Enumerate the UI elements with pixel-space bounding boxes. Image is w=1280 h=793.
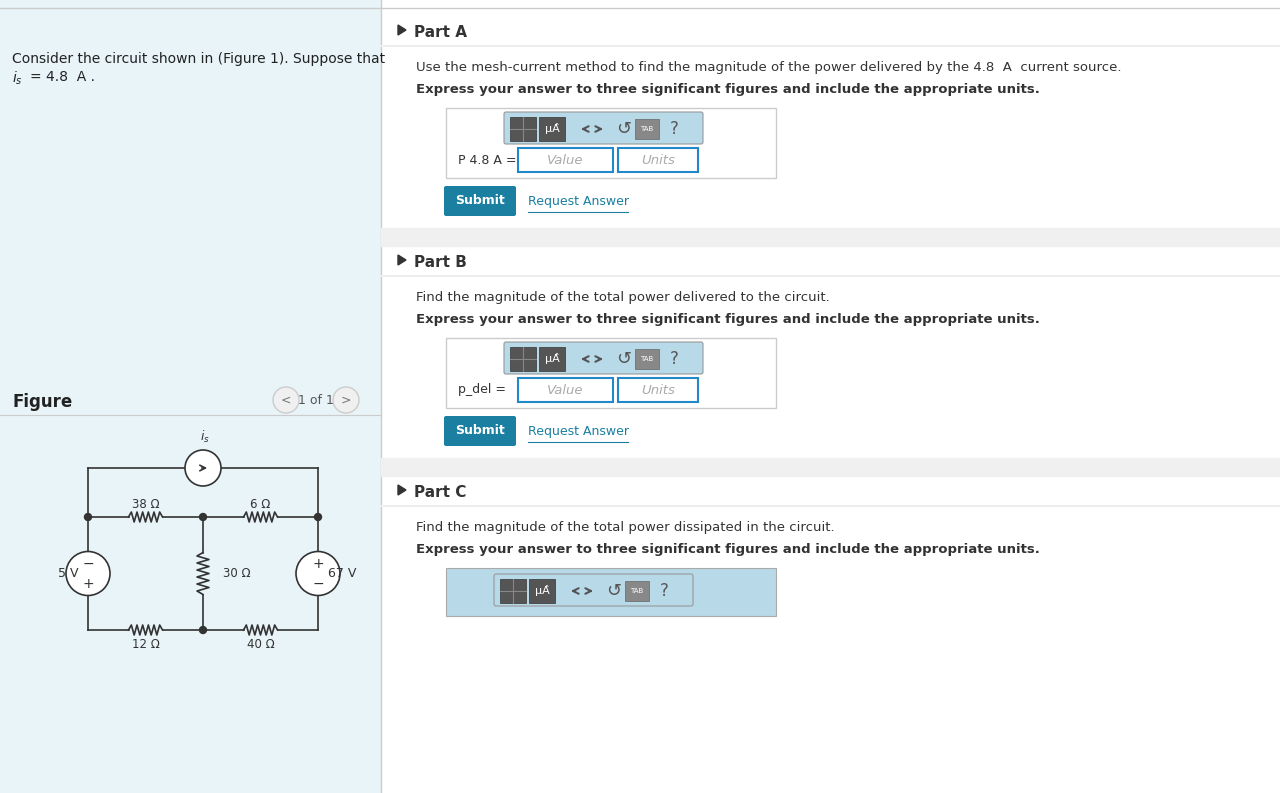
FancyBboxPatch shape [635,349,659,369]
FancyBboxPatch shape [500,579,526,603]
Text: Part C: Part C [413,485,466,500]
Text: $i_s$: $i_s$ [12,70,23,87]
Text: Submit: Submit [456,194,504,208]
Circle shape [67,551,110,596]
Text: 67 V: 67 V [328,567,356,580]
Text: $i_s$: $i_s$ [200,429,210,445]
Text: TAB: TAB [640,126,654,132]
FancyBboxPatch shape [635,119,659,139]
Text: 40 Ω: 40 Ω [247,638,274,652]
Text: +: + [82,577,93,591]
FancyBboxPatch shape [444,416,516,446]
FancyBboxPatch shape [618,148,698,172]
FancyBboxPatch shape [529,579,556,603]
FancyBboxPatch shape [618,378,698,402]
Text: Part B: Part B [413,255,467,270]
Text: ↺: ↺ [607,582,622,600]
Polygon shape [398,25,406,35]
Text: = 4.8  A .: = 4.8 A . [29,70,95,84]
Circle shape [315,514,321,520]
Text: μÂ: μÂ [544,124,559,135]
Text: 1 of 1: 1 of 1 [298,393,334,407]
Text: Express your answer to three significant figures and include the appropriate uni: Express your answer to three significant… [416,543,1039,556]
Text: TAB: TAB [640,356,654,362]
Text: 38 Ω: 38 Ω [132,497,159,511]
Text: Express your answer to three significant figures and include the appropriate uni: Express your answer to three significant… [416,313,1039,326]
Text: ?: ? [659,582,668,600]
Polygon shape [398,485,406,495]
Text: Value: Value [547,384,584,396]
Text: Units: Units [641,384,675,396]
Text: 6 Ω: 6 Ω [251,497,270,511]
FancyBboxPatch shape [504,112,703,144]
Circle shape [200,626,206,634]
Text: +: + [312,557,324,570]
Polygon shape [381,458,1280,476]
Polygon shape [398,255,406,265]
FancyBboxPatch shape [445,568,776,616]
Circle shape [273,387,300,413]
FancyBboxPatch shape [509,117,536,141]
FancyBboxPatch shape [509,347,536,371]
FancyBboxPatch shape [518,378,613,402]
Text: ↺: ↺ [617,120,631,138]
FancyBboxPatch shape [445,338,776,408]
Text: Use the mesh-current method to find the magnitude of the power delivered by the : Use the mesh-current method to find the … [416,61,1121,74]
Circle shape [333,387,358,413]
Text: −: − [312,577,324,591]
Text: 5 V: 5 V [58,567,78,580]
Text: TAB: TAB [630,588,644,594]
FancyBboxPatch shape [518,148,613,172]
Text: ↺: ↺ [617,350,631,368]
FancyBboxPatch shape [444,186,516,216]
Text: Find the magnitude of the total power delivered to the circuit.: Find the magnitude of the total power de… [416,291,829,304]
FancyBboxPatch shape [625,581,649,601]
Text: ?: ? [669,350,678,368]
FancyBboxPatch shape [539,117,564,141]
FancyBboxPatch shape [494,574,692,606]
Text: >: > [340,393,351,407]
Text: Request Answer: Request Answer [529,194,628,208]
Text: μÂ: μÂ [544,354,559,365]
FancyBboxPatch shape [445,108,776,178]
Text: Units: Units [641,154,675,167]
Circle shape [200,514,206,520]
Text: μÂ: μÂ [535,585,549,596]
Circle shape [84,514,91,520]
Text: Find the magnitude of the total power dissipated in the circuit.: Find the magnitude of the total power di… [416,521,835,534]
Text: <: < [280,393,292,407]
FancyBboxPatch shape [381,0,1280,793]
Polygon shape [381,228,1280,246]
Text: p_del =: p_del = [458,384,506,396]
Text: Express your answer to three significant figures and include the appropriate uni: Express your answer to three significant… [416,83,1039,96]
Text: Request Answer: Request Answer [529,424,628,438]
Text: Consider the circuit shown in (Figure 1). Suppose that: Consider the circuit shown in (Figure 1)… [12,52,385,66]
FancyBboxPatch shape [504,342,703,374]
Text: Value: Value [547,154,584,167]
FancyBboxPatch shape [0,0,381,793]
Text: −: − [82,557,93,570]
Text: Figure: Figure [12,393,72,411]
Text: 30 Ω: 30 Ω [223,567,251,580]
Text: P 4.8 A =: P 4.8 A = [458,154,517,167]
Text: 12 Ω: 12 Ω [132,638,160,652]
Circle shape [186,450,221,486]
Circle shape [296,551,340,596]
FancyBboxPatch shape [539,347,564,371]
Text: Submit: Submit [456,424,504,438]
Text: Part A: Part A [413,25,467,40]
Text: ?: ? [669,120,678,138]
